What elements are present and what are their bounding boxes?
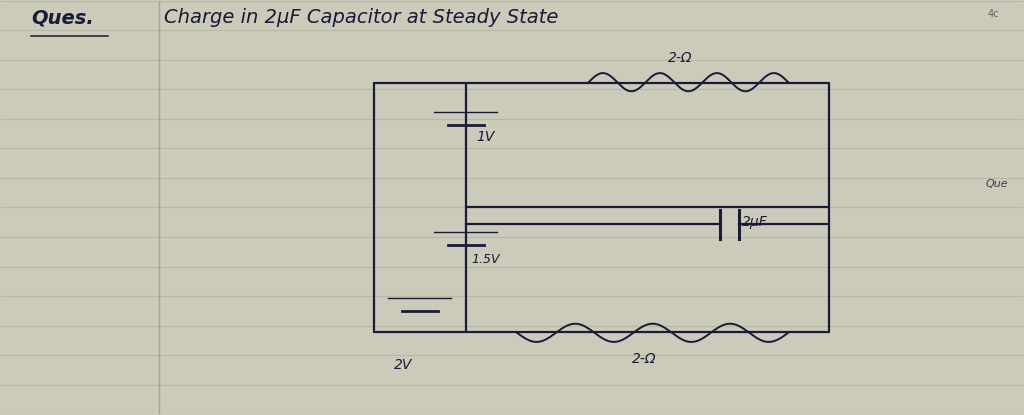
Text: 2V: 2V: [394, 358, 413, 372]
Text: 2μF: 2μF: [741, 215, 767, 229]
Text: 1.5V: 1.5V: [471, 253, 500, 266]
Text: Que: Que: [985, 179, 1008, 189]
Text: Ques.: Ques.: [32, 8, 94, 27]
Text: 1V: 1V: [476, 130, 495, 144]
Text: 2-Ω: 2-Ω: [668, 51, 692, 65]
Text: 4c: 4c: [987, 9, 999, 19]
Text: Charge in 2μF Capacitor at Steady State: Charge in 2μF Capacitor at Steady State: [164, 8, 559, 27]
Text: 2-Ω: 2-Ω: [632, 352, 656, 366]
